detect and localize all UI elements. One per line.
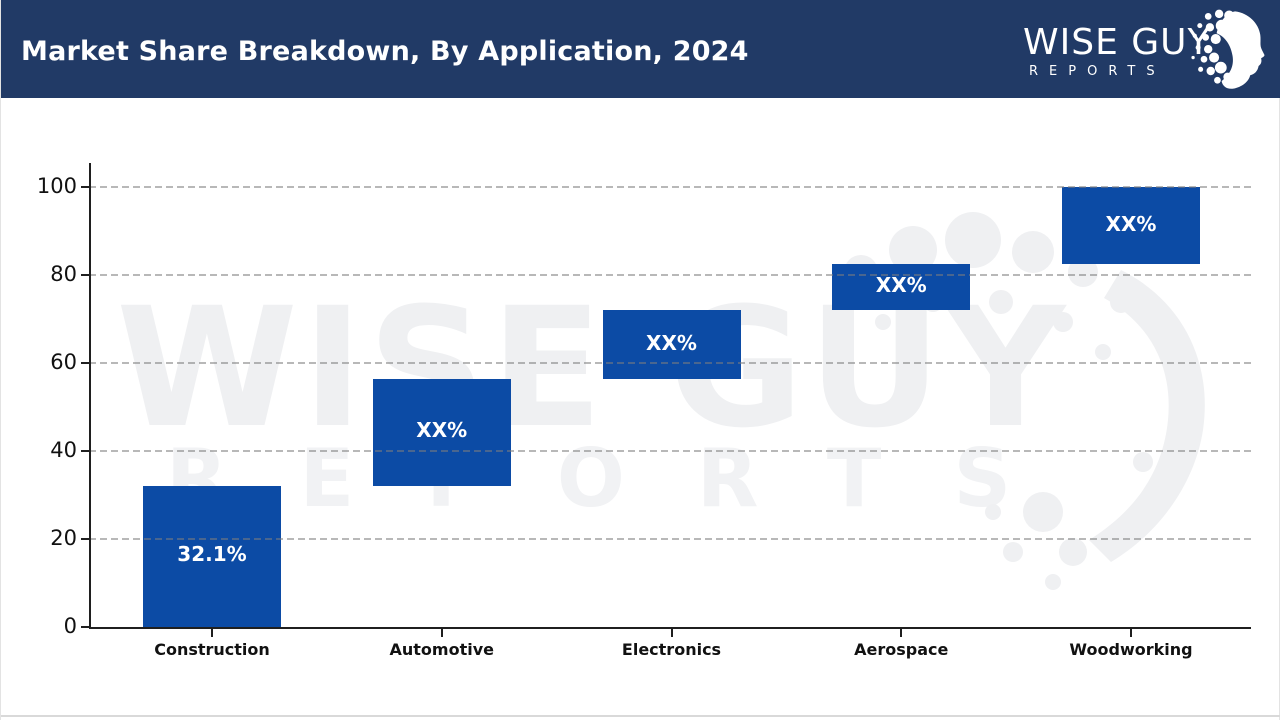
y-tick-20 [81,538,89,540]
y-tick-60 [81,362,89,364]
y-tick-100 [81,186,89,188]
x-category-label: Construction [154,640,270,659]
bar-construction [143,485,281,627]
bar-electronics [602,310,741,379]
gridline-80 [89,274,1251,276]
x-tick-electronics [670,629,673,637]
y-tick-label-40: 40 [50,438,77,462]
y-tick-40 [81,450,89,452]
y-axis-line [89,163,91,629]
y-tick-label-20: 20 [50,526,77,550]
bar-value-label: XX% [646,330,697,355]
gridline-60 [89,362,1251,364]
bar-value-label: 32.1% [177,542,247,567]
gridline-40 [89,450,1251,452]
watermark-head-icon [844,212,1205,590]
x-tick-woodworking [1130,629,1132,637]
x-category-label: Electronics [621,640,722,659]
gridline-100 [89,186,1251,188]
y-tick-label-60: 60 [50,350,77,374]
bar-woodworking [1062,187,1200,265]
y-tick-label-0: 0 [63,614,77,638]
y-tick-label-100: 100 [36,174,77,198]
header-band: Market Share Breakdown, By Application, … [1,0,1280,98]
bar-value-label: XX% [416,418,468,443]
logo-reports-text: REPORTS [1029,64,1166,79]
wiseguy-face-icon [1191,9,1265,89]
page-bottom-divider [1,715,1280,717]
bar-value-label: XX% [875,273,927,298]
x-category-label: Automotive [389,640,495,659]
wiseguy-logo: WISE GUY REPORTS [1013,6,1265,92]
y-tick-0 [81,626,89,628]
bar-automotive [372,378,511,486]
x-tick-automotive [440,629,443,637]
x-category-label: Woodworking [1069,640,1193,659]
x-category-label: Aerospace [854,640,949,659]
page-title: Market Share Breakdown, By Application, … [21,36,749,67]
x-tick-aerospace [900,629,903,637]
x-tick-construction [211,629,213,637]
watermark-reports-text: REPORTS [166,432,1084,525]
y-tick-80 [81,274,89,276]
bar-aerospace [832,264,971,311]
gridline-20 [89,538,1251,540]
bar-value-label: XX% [1105,211,1157,236]
y-tick-label-80: 80 [50,262,77,286]
x-axis-line [89,627,1251,629]
logo-wiseguy-text: WISE GUY [1023,22,1211,63]
